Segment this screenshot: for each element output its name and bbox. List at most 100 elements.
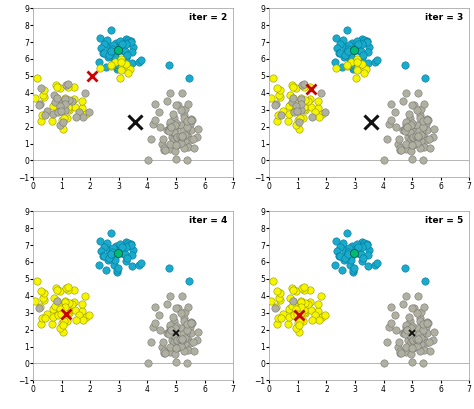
Point: [414, 90, 422, 96]
Point: [63, 81, 70, 88]
Point: [409, 135, 417, 141]
Point: [345, 252, 353, 258]
Point: [180, 114, 188, 121]
Point: [181, 315, 188, 321]
Point: [290, 312, 298, 318]
Point: [164, 330, 171, 337]
Point: [412, 337, 419, 343]
Point: [171, 122, 179, 128]
Point: [371, 59, 379, 65]
Point: [347, 51, 355, 57]
Point: [41, 290, 48, 296]
Point: [122, 60, 129, 67]
Point: [113, 267, 121, 274]
Point: [125, 240, 133, 247]
Point: [400, 301, 407, 307]
Point: [288, 81, 296, 88]
Point: [344, 27, 351, 34]
Point: [418, 335, 425, 342]
Point: [71, 299, 78, 306]
Point: [394, 344, 402, 351]
Point: [57, 310, 65, 317]
Point: [178, 336, 186, 342]
Point: [406, 317, 414, 324]
Point: [168, 337, 176, 343]
Point: [171, 148, 179, 154]
Text: iter = 5: iter = 5: [425, 216, 463, 225]
Point: [360, 240, 368, 247]
Point: [358, 41, 365, 47]
Point: [301, 308, 308, 315]
Point: [128, 263, 136, 269]
Point: [120, 243, 128, 249]
Point: [183, 118, 191, 124]
Point: [297, 304, 305, 310]
Point: [290, 98, 298, 105]
Point: [406, 128, 413, 134]
Point: [417, 138, 425, 144]
Point: [336, 253, 343, 259]
Point: [396, 348, 404, 355]
Point: [182, 127, 190, 133]
Point: [164, 97, 171, 104]
Point: [292, 288, 300, 294]
Point: [344, 230, 351, 237]
Point: [115, 250, 122, 256]
Point: [277, 111, 284, 118]
Point: [333, 45, 341, 52]
Point: [292, 324, 300, 331]
Point: [397, 147, 404, 154]
Point: [341, 52, 348, 58]
Point: [167, 124, 175, 130]
Point: [59, 126, 67, 132]
Point: [71, 307, 78, 314]
Point: [409, 134, 417, 141]
Point: [358, 55, 365, 62]
Point: [160, 348, 168, 355]
Point: [180, 128, 187, 135]
Point: [184, 337, 191, 344]
Point: [122, 55, 129, 62]
Point: [297, 96, 304, 102]
Point: [57, 311, 64, 317]
Point: [392, 327, 400, 333]
Point: [274, 315, 282, 321]
Point: [75, 109, 83, 116]
Point: [64, 84, 72, 90]
Point: [59, 328, 67, 335]
Point: [361, 242, 368, 249]
Point: [177, 106, 184, 113]
Point: [41, 111, 48, 118]
Point: [167, 327, 175, 334]
Point: [406, 324, 413, 330]
Point: [54, 301, 62, 308]
Point: [291, 309, 299, 315]
Point: [276, 297, 284, 303]
Point: [406, 120, 413, 127]
Point: [184, 134, 191, 141]
Point: [181, 138, 189, 144]
Point: [416, 331, 423, 337]
Point: [347, 54, 355, 61]
Point: [48, 118, 56, 125]
Point: [52, 285, 60, 291]
Point: [124, 240, 132, 247]
Point: [430, 328, 438, 335]
Point: [308, 317, 316, 324]
Point: [271, 101, 279, 108]
Point: [120, 47, 128, 54]
Point: [155, 109, 163, 115]
Text: iter = 3: iter = 3: [425, 13, 463, 22]
Point: [49, 313, 56, 320]
Point: [111, 54, 118, 61]
Point: [168, 134, 176, 140]
Point: [358, 36, 365, 42]
Point: [297, 95, 305, 101]
Point: [183, 124, 191, 130]
Point: [343, 254, 350, 260]
Point: [401, 62, 409, 68]
Point: [121, 251, 128, 258]
Point: [127, 37, 135, 44]
Point: [396, 145, 404, 151]
Point: [319, 314, 326, 320]
